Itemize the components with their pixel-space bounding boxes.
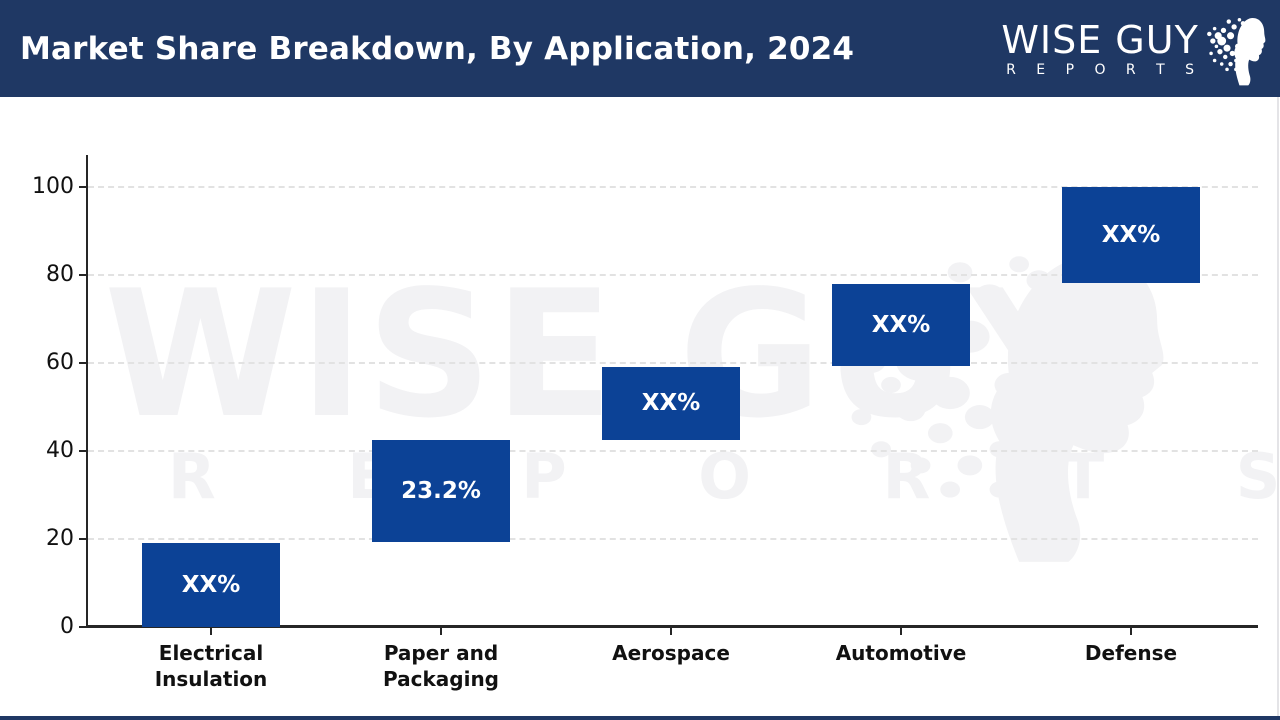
y-tick-80 [79, 274, 88, 276]
y-tick-label-80: 80 [46, 262, 74, 287]
x-category-label-line: Packaging [383, 667, 499, 692]
bar-paper-and-packaging: 23.2% [372, 439, 510, 542]
bar-defense: XX% [1062, 187, 1200, 283]
x-category-label-paper-and-packaging: Paper and Packaging [326, 640, 556, 693]
x-axis-line [86, 625, 1258, 628]
gridline-60 [88, 362, 1258, 364]
y-tick-label-60: 60 [46, 350, 74, 375]
y-tick-label-20: 20 [46, 526, 74, 551]
bar-value-label-automotive: XX% [871, 311, 931, 338]
bar-automotive: XX% [832, 283, 970, 366]
right-edge-divider [1277, 97, 1279, 716]
bar-value-label-aerospace: XX% [641, 390, 701, 417]
x-category-label-line: Insulation [154, 667, 268, 692]
x-tick-aerospace [670, 628, 672, 635]
logo-face-icon [1207, 17, 1266, 85]
y-tick-20 [79, 538, 88, 540]
gridline-80 [88, 274, 1258, 276]
x-tick-paper-and-packaging [440, 628, 442, 635]
x-category-label-line: Paper and [383, 641, 499, 665]
gridline-40 [88, 450, 1258, 452]
y-tick-40 [79, 450, 88, 452]
x-category-label-defense: Defense [1016, 640, 1246, 666]
bar-aerospace: XX% [602, 366, 740, 440]
y-tick-100 [79, 186, 88, 188]
bar-value-label-electrical-insulation: XX% [181, 571, 241, 598]
y-tick-label-40: 40 [46, 438, 74, 463]
x-category-label-line: Electrical [158, 641, 264, 665]
wise-guy-reports-logo: WISE GUY R E P O R T S [998, 9, 1266, 89]
x-category-label-automotive: Automotive [786, 640, 1016, 666]
gridline-100 [88, 186, 1258, 188]
logo-reports-label: R E P O R T S [1006, 61, 1202, 78]
logo-wiseguy-label: WISE GUY [1001, 17, 1199, 62]
x-category-label-line: Defense [1084, 641, 1178, 665]
footer-accent-bar [0, 716, 1280, 720]
gridline-20 [88, 538, 1258, 540]
y-tick-label-0: 0 [60, 614, 74, 639]
x-tick-automotive [900, 628, 902, 635]
x-category-label-line: Aerospace [612, 641, 730, 665]
x-tick-electrical-insulation [210, 628, 212, 635]
bar-value-label-paper-and-packaging: 23.2% [401, 477, 481, 504]
x-category-label-aerospace: Aerospace [556, 640, 786, 666]
x-category-label-electrical-insulation: Electrical Insulation [96, 640, 326, 693]
y-tick-60 [79, 362, 88, 364]
page-title: Market Share Breakdown, By Application, … [20, 30, 855, 67]
report-header: Market Share Breakdown, By Application, … [0, 0, 1280, 97]
y-axis-line [86, 155, 88, 627]
bar-electrical-insulation: XX% [142, 542, 280, 627]
logo-text: WISE GUY R E P O R T S [998, 21, 1202, 77]
y-tick-label-100: 100 [32, 174, 74, 199]
watermark-reports-text: R E P O R T S [168, 440, 1280, 513]
x-category-label-line: Automotive [835, 641, 967, 665]
y-tick-0 [79, 626, 88, 628]
bar-value-label-defense: XX% [1101, 221, 1161, 248]
x-tick-defense [1130, 628, 1132, 635]
